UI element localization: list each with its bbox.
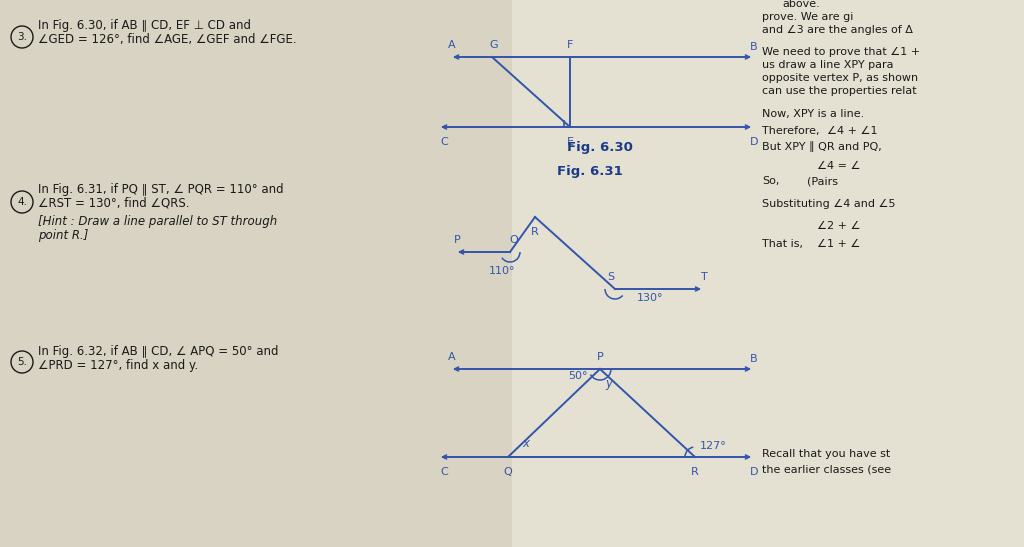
Text: But XPY ∥ QR and PQ,: But XPY ∥ QR and PQ,	[762, 141, 882, 152]
Text: F: F	[567, 40, 573, 50]
Text: 110°: 110°	[488, 266, 515, 276]
Text: the earlier classes (see: the earlier classes (see	[762, 464, 891, 474]
Text: x: x	[522, 437, 529, 450]
Text: ∠2 + ∠: ∠2 + ∠	[817, 221, 860, 231]
Text: R: R	[531, 227, 539, 237]
Text: [Hint : Draw a line parallel to ST through: [Hint : Draw a line parallel to ST throu…	[38, 214, 278, 228]
Text: T: T	[700, 272, 708, 282]
Text: prove. We are gi: prove. We are gi	[762, 12, 853, 22]
Text: E: E	[566, 137, 573, 147]
Text: Now, XPY is a line.: Now, XPY is a line.	[762, 109, 864, 119]
Text: ∠GED = 126°, find ∠AGE, ∠GEF and ∠FGE.: ∠GED = 126°, find ∠AGE, ∠GEF and ∠FGE.	[38, 32, 297, 45]
Text: y: y	[605, 377, 612, 390]
FancyBboxPatch shape	[512, 0, 1024, 547]
Text: C: C	[440, 467, 447, 477]
Text: Recall that you have st: Recall that you have st	[762, 449, 890, 459]
Text: In Fig. 6.31, if PQ ∥ ST, ∠ PQR = 110° and: In Fig. 6.31, if PQ ∥ ST, ∠ PQR = 110° a…	[38, 183, 284, 195]
Text: D: D	[750, 137, 758, 147]
Text: opposite vertex P, as shown: opposite vertex P, as shown	[762, 73, 919, 83]
Text: Fig. 6.31: Fig. 6.31	[557, 166, 623, 178]
Text: B: B	[751, 42, 758, 52]
Text: Q: Q	[510, 235, 518, 245]
FancyBboxPatch shape	[0, 0, 512, 547]
Text: B: B	[751, 354, 758, 364]
Text: ∠PRD = 127°, find x and y.: ∠PRD = 127°, find x and y.	[38, 359, 198, 373]
Text: S: S	[607, 272, 614, 282]
Text: 4.: 4.	[17, 197, 27, 207]
Text: 130°: 130°	[637, 293, 664, 303]
Text: That is,: That is,	[762, 239, 803, 249]
Text: G: G	[489, 40, 499, 50]
Text: can use the properties relat: can use the properties relat	[762, 86, 916, 96]
Text: and ∠3 are the angles of Δ: and ∠3 are the angles of Δ	[762, 25, 912, 35]
Text: ∠1 + ∠: ∠1 + ∠	[817, 239, 860, 249]
Text: Q: Q	[504, 467, 512, 477]
Text: A: A	[449, 40, 456, 50]
Text: In Fig. 6.30, if AB ∥ CD, EF ⊥ CD and: In Fig. 6.30, if AB ∥ CD, EF ⊥ CD and	[38, 19, 251, 32]
Text: Fig. 6.30: Fig. 6.30	[567, 141, 633, 154]
Text: Therefore,: Therefore,	[762, 126, 819, 136]
Text: D: D	[750, 467, 758, 477]
Text: 50°: 50°	[568, 371, 588, 381]
Text: P: P	[454, 235, 461, 245]
Text: above.: above.	[782, 0, 820, 9]
Text: In Fig. 6.32, if AB ∥ CD, ∠ APQ = 50° and: In Fig. 6.32, if AB ∥ CD, ∠ APQ = 50° an…	[38, 346, 279, 358]
Text: 5.: 5.	[17, 357, 27, 367]
Text: ∠RST = 130°, find ∠QRS.: ∠RST = 130°, find ∠QRS.	[38, 196, 189, 210]
Text: Substituting ∠4 and ∠5: Substituting ∠4 and ∠5	[762, 199, 896, 209]
Text: A: A	[449, 352, 456, 362]
Text: (Pairs: (Pairs	[807, 176, 838, 186]
Text: us draw a line XPY para: us draw a line XPY para	[762, 60, 894, 70]
Text: C: C	[440, 137, 447, 147]
Text: ∠4 + ∠1: ∠4 + ∠1	[827, 126, 878, 136]
Text: ∠4 = ∠: ∠4 = ∠	[817, 161, 860, 171]
Text: 127°: 127°	[700, 441, 727, 451]
Text: R: R	[691, 467, 698, 477]
Text: We need to prove that ∠1 +: We need to prove that ∠1 +	[762, 47, 921, 57]
Text: 3.: 3.	[17, 32, 27, 42]
Text: point R.]: point R.]	[38, 229, 88, 241]
Text: P: P	[597, 352, 603, 362]
Text: So,: So,	[762, 176, 779, 186]
